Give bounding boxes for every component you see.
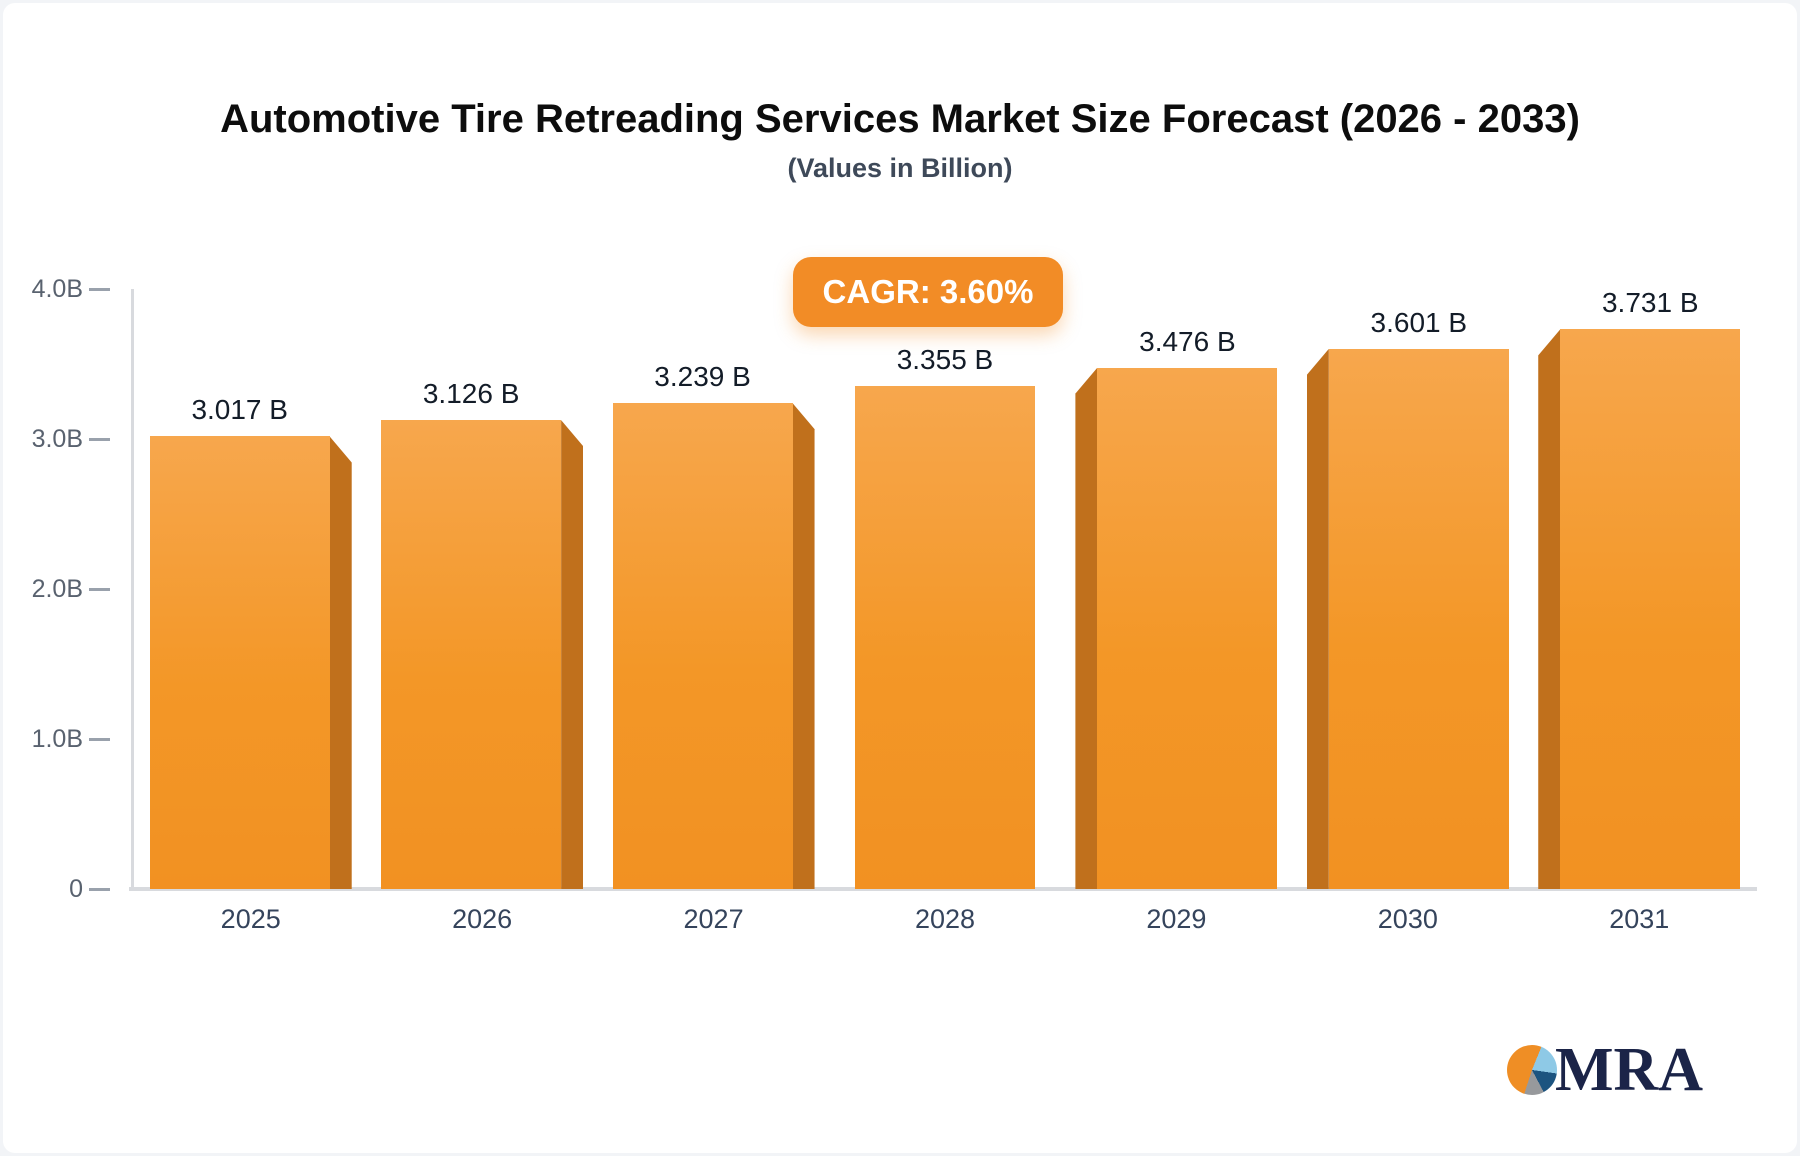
x-axis-label-2027: 2027: [683, 904, 744, 934]
bar-value-label: 3.239 B: [654, 361, 751, 393]
x-axis-label-2030: 2030: [1377, 904, 1438, 934]
y-tick-label: 4.0B: [31, 275, 83, 303]
bar-2025: 3.017 B: [149, 394, 352, 889]
bar-group-2026: 3.126 B: [366, 289, 597, 889]
bar-front-face: [854, 385, 1035, 889]
page-title: Automotive Tire Retreading Services Mark…: [220, 97, 1580, 141]
chart-card: Automotive Tire Retreading Services Mark…: [3, 3, 1797, 1153]
cagr-badge: CAGR: 3.60%: [793, 257, 1063, 327]
bar-group-2028: 3.355 B: [829, 289, 1060, 889]
bar-side-face: [1306, 348, 1329, 889]
bar-side-face: [792, 403, 815, 889]
bar-group-2025: 3.017 B: [135, 289, 366, 889]
bar-value-label: 3.731 B: [1601, 287, 1699, 319]
bar-2029: 3.476 B: [1075, 326, 1278, 889]
y-tick-label: 3.0B: [31, 425, 83, 453]
y-tick-dash: [89, 588, 110, 591]
y-tick-dash: [89, 288, 110, 291]
x-axis-labels: 2025 2026 2027 2028 2029 2030 2031: [135, 904, 1755, 935]
bar-value-label: 3.017 B: [191, 394, 288, 426]
y-axis-line: [131, 289, 134, 890]
bar-front-face: [612, 403, 793, 889]
y-tick-label: 0: [69, 875, 83, 903]
bar-side-face: [561, 420, 584, 889]
bar-front-face: [381, 420, 562, 889]
bar-value-label: 3.355 B: [896, 343, 994, 375]
bar-value-label: 3.476 B: [1139, 325, 1236, 357]
pie-chart-icon: [1507, 1045, 1557, 1095]
bar-side-face: [329, 436, 352, 889]
bar-front-face: [1097, 367, 1278, 889]
bar-2030: 3.601 B: [1306, 307, 1509, 889]
bar-value-label: 3.126 B: [422, 378, 520, 410]
x-axis-label-2025: 2025: [220, 904, 281, 934]
bar-side-face: [1538, 329, 1561, 889]
x-axis-label-2031: 2031: [1609, 904, 1670, 934]
bar-group-2030: 3.601 B: [1292, 289, 1523, 889]
mra-logo: MRA: [1507, 1039, 1703, 1101]
y-tick-dash: [89, 738, 110, 741]
y-tick-label: 1.0B: [31, 725, 83, 753]
y-tick-dash: [89, 888, 110, 891]
x-axis-label-2029: 2029: [1146, 904, 1207, 934]
y-tick-label: 2.0B: [31, 575, 83, 603]
bar-group-2027: 3.239 B: [598, 289, 829, 889]
x-axis-label-2028: 2028: [914, 904, 976, 934]
x-axis-label-2026: 2026: [452, 904, 513, 934]
bar-side-face: [1075, 367, 1098, 889]
bar-front-face: [1328, 348, 1509, 889]
bar-2027: 3.239 B: [612, 361, 815, 889]
page-subtitle: (Values in Billion): [787, 153, 1013, 183]
bar-2026: 3.126 B: [381, 378, 584, 889]
bar-value-label: 3.601 B: [1370, 306, 1468, 338]
bar-front-face: [1560, 329, 1741, 889]
y-tick-dash: [89, 438, 110, 441]
bar-front-face: [149, 436, 330, 889]
bar-group-2031: 3.731 B: [1524, 287, 1755, 889]
bar-2031: 3.731 B: [1538, 287, 1741, 889]
bar-2028: 3.355 B: [854, 344, 1035, 889]
bar-group-2029: 3.476 B: [1061, 289, 1292, 889]
cagr-badge-label: CAGR: 3.60%: [822, 273, 1034, 310]
x-axis-line: [129, 887, 1757, 891]
bars-row: 3.017 B 3.126 B 3.239 B 3.355 B 3.476 B 3.601…: [135, 287, 1755, 889]
logo-text: MRA: [1555, 1036, 1704, 1104]
